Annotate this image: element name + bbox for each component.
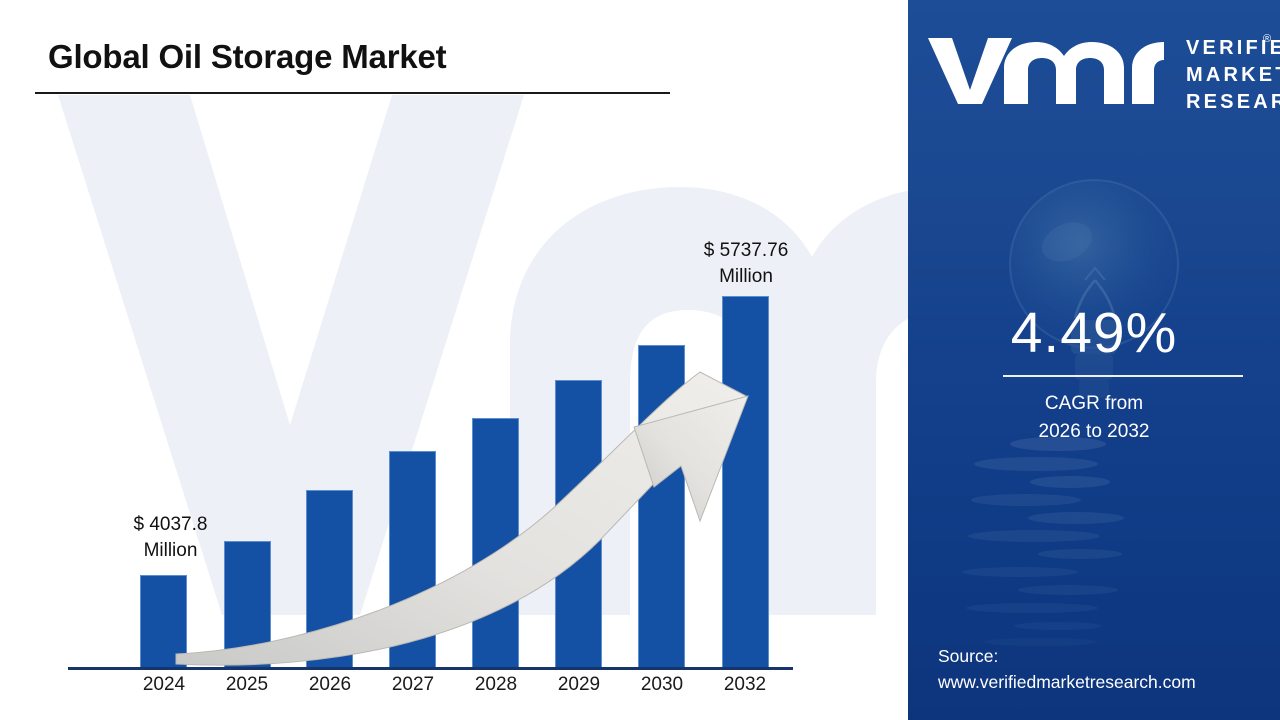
bar-2027 [389, 451, 436, 668]
x-tick-2032: 2032 [723, 674, 767, 695]
panel-background [908, 0, 1280, 720]
x-axis-line [68, 667, 793, 670]
bar-chart: $ 4037.8 Million $ 5737.76 Million 2024 … [68, 238, 810, 695]
data-label-2032-value: $ 5737.76 [703, 240, 789, 261]
x-tick-2024: 2024 [142, 674, 186, 695]
x-tick-2026: 2026 [308, 674, 352, 695]
data-label-2024: $ 4037.8 Million [108, 512, 233, 563]
title-divider [35, 92, 670, 94]
vmr-logo: VERIFIED MARKET RESEARCH ® [928, 33, 1280, 110]
source-url[interactable]: www.verifiedmarketresearch.com [938, 672, 1196, 693]
x-tick-2025: 2025 [225, 674, 269, 695]
x-tick-2029: 2029 [557, 674, 601, 695]
x-tick-2030: 2030 [640, 674, 684, 695]
registered-trademark-icon: ® [1263, 33, 1271, 45]
brand-panel: VERIFIED MARKET RESEARCH ® 4.49% CAGR fr… [908, 0, 1280, 720]
lightbulb-icon [1009, 179, 1179, 398]
water-reflection [962, 437, 1124, 646]
source-label: Source: [938, 646, 999, 666]
bar-2030 [638, 345, 685, 668]
cagr-divider [1003, 375, 1243, 377]
bar-2028 [472, 418, 519, 668]
x-tick-2027: 2027 [391, 674, 435, 695]
cagr-caption-line-1: CAGR from [1044, 393, 1144, 414]
bar-2029 [555, 380, 602, 668]
brand-line-1: VERIFIED [1186, 37, 1280, 59]
data-label-2024-unit: Million [143, 539, 198, 561]
source-block: Source: www.verifiedmarketresearch.com [938, 643, 1278, 696]
bar-2026 [306, 490, 353, 668]
cagr-caption-line-2: 2026 to 2032 [1038, 420, 1150, 442]
brand-line-2: MARKET [1186, 64, 1280, 86]
cagr-value: 4.49% [1010, 301, 1178, 365]
x-tick-2028: 2028 [474, 674, 518, 695]
brand-line-3: RESEARCH [1186, 91, 1280, 110]
growth-arrow-icon [175, 371, 749, 666]
page-title: Global Oil Storage Market [48, 38, 447, 75]
data-label-2032: $ 5737.76 Million [682, 238, 810, 289]
bar-2024 [140, 575, 187, 668]
cagr-caption: CAGR from 2026 to 2032 [908, 390, 1280, 445]
data-label-2032-unit: Million [719, 265, 773, 287]
bar-2032 [722, 296, 769, 668]
data-label-2024-value: $ 4037.8 [133, 514, 208, 535]
chart-panel: Global Oil Storage Market [35, 38, 908, 695]
